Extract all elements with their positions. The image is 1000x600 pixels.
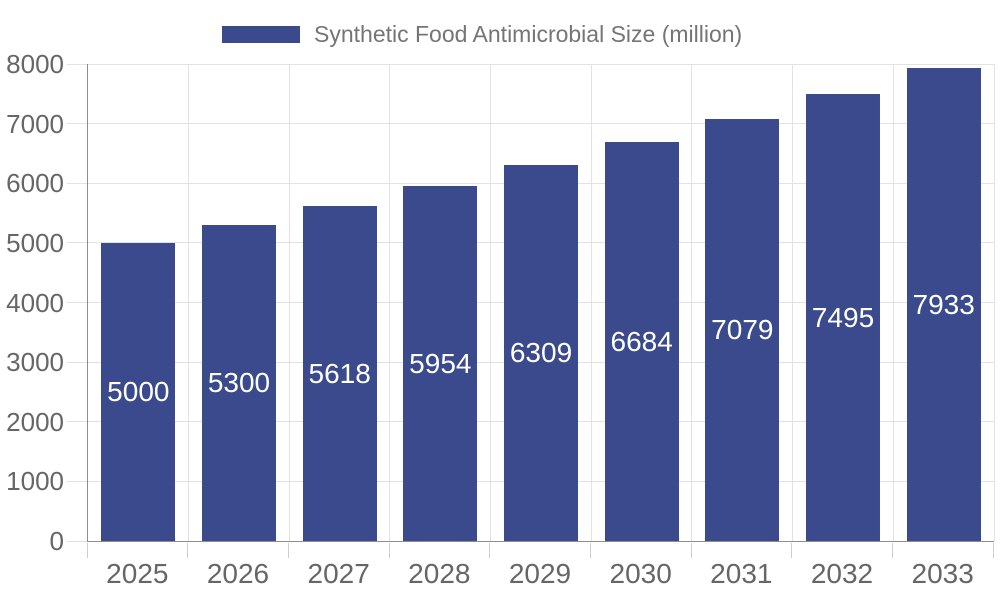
y-axis-label: 2000 [6,406,64,437]
x-axis-tick [287,543,289,558]
bar-value-label: 5618 [308,357,371,389]
bar[interactable]: 6684 [604,142,679,541]
bar[interactable]: 7933 [906,68,981,541]
y-axis-tick [67,480,87,482]
bar-value-label: 6684 [610,325,673,357]
plot-area: 5000 5300 5618 5954 6309 6684 7079 7495 7933 [87,63,995,542]
x-axis-label: 2025 [106,558,169,589]
y-axis-tick [67,123,87,125]
y-axis-tick [67,302,87,303]
y-axis-label: 8000 [6,49,64,79]
x-axis-label: 2033 [911,558,974,589]
legend[interactable]: Synthetic Food Antimicrobial Size (milli… [222,21,743,47]
gridline-vertical [389,64,391,541]
x-axis-tick [388,543,390,558]
x-axis-tick [489,543,491,558]
x-axis-label: 2029 [508,558,572,589]
gridline-horizontal [88,123,994,125]
legend-label: Synthetic Food Antimicrobial Size (milli… [314,21,743,47]
bar[interactable]: 5618 [302,206,377,541]
gridline-vertical [691,64,693,541]
y-axis-label: 3000 [6,347,64,378]
bar-value-label: 6309 [509,336,573,368]
x-axis-tick [791,543,793,558]
x-axis-label: 2026 [206,558,270,589]
x-axis-label: 2030 [609,558,672,589]
y-axis-tick [67,182,87,184]
x-axis-label: 2031 [710,558,773,589]
legend-swatch [222,26,300,44]
gridline-vertical [590,64,592,541]
gridline-vertical [892,64,894,541]
y-axis-tick [67,242,87,244]
bar-value-label: 5000 [107,375,170,407]
bar[interactable]: 5300 [201,225,276,541]
x-axis-tick [992,543,994,558]
bar[interactable]: 7495 [805,94,881,541]
bar-value-label: 5300 [207,367,271,398]
bar[interactable]: 7079 [705,118,780,541]
bar-value-label: 7495 [811,301,875,333]
bar-value-label: 7933 [912,288,975,320]
bar-value-label: 5954 [409,347,472,379]
gridline-vertical [993,64,995,541]
x-axis-label: 2027 [307,558,370,589]
gridline-vertical [490,64,492,541]
bar[interactable]: 5000 [101,242,176,541]
y-axis-label: 7000 [6,108,64,139]
y-axis-tick [67,361,87,363]
y-axis-label: 4000 [6,287,64,318]
y-axis-label: 5000 [6,227,64,258]
x-axis-label: 2032 [810,558,874,589]
y-axis-label: 0 [49,526,64,556]
x-axis-label: 2028 [408,558,471,589]
x-axis-tick [690,543,692,558]
x-axis-tick [891,543,893,558]
x-axis-tick [187,543,189,558]
gridline-vertical [792,64,794,541]
gridline-vertical [288,64,290,541]
y-axis-label: 1000 [6,466,64,497]
y-axis-tick [67,540,87,542]
bar-value-label: 7079 [711,313,774,345]
bar[interactable]: 5954 [403,186,478,541]
gridline-horizontal [88,63,994,65]
y-axis-tick [67,421,87,423]
y-axis-tick [67,63,87,65]
x-axis-tick [589,543,591,558]
bar[interactable]: 6309 [503,164,579,541]
y-axis-label: 6000 [6,168,64,199]
gridline-vertical [188,64,190,541]
x-axis-tick [86,543,88,558]
